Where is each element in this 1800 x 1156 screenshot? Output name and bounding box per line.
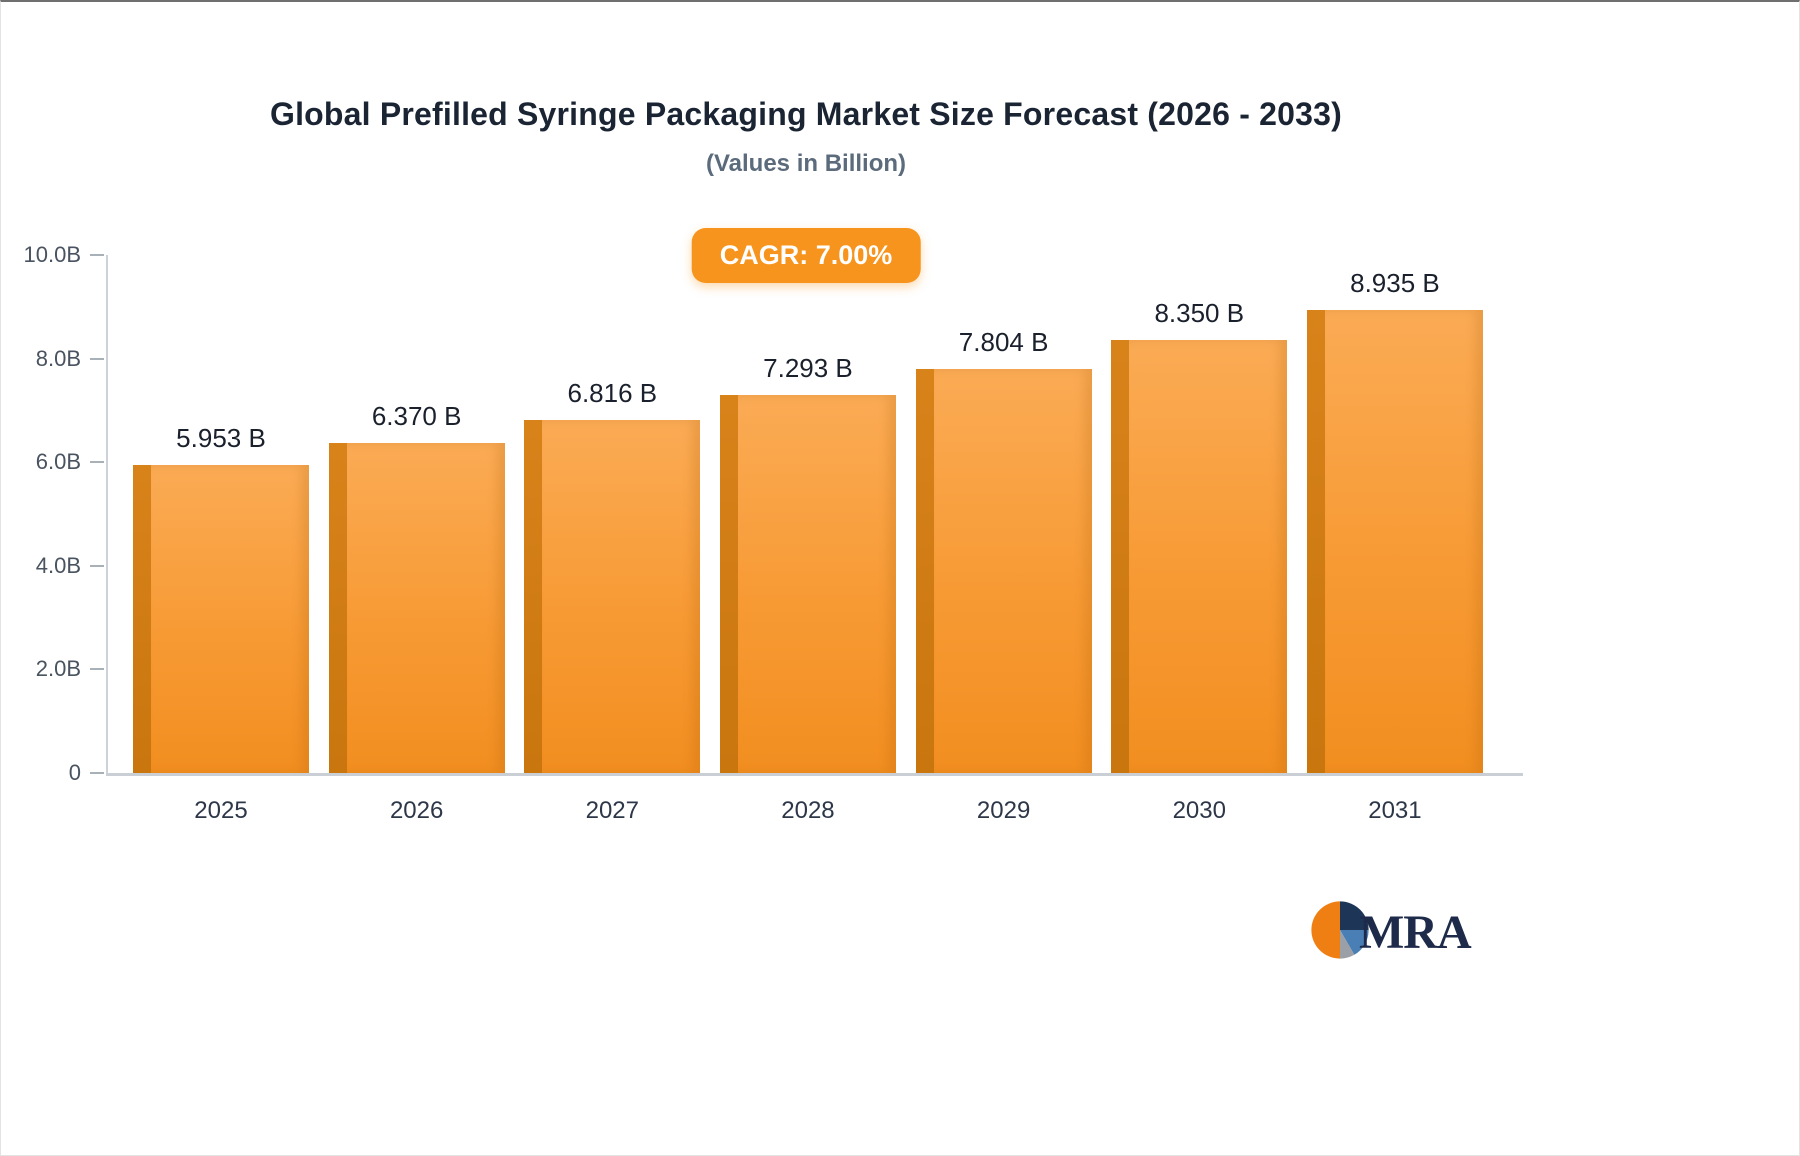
- chart-subtitle: (Values in Billion): [705, 150, 907, 177]
- bar-2025: [133, 464, 309, 773]
- y-tick-label: 6.0B: [35, 449, 81, 475]
- bar-face: [737, 395, 896, 773]
- bar-2030: [1111, 340, 1288, 773]
- bar-3d-side: [719, 395, 738, 773]
- bar-2029: [915, 368, 1092, 773]
- bar-2026: [328, 443, 505, 773]
- y-tick: 2.0B: [23, 656, 104, 682]
- x-axis-label: 2028: [781, 797, 835, 824]
- mra-logo-text: MRA: [1359, 906, 1472, 959]
- bar-group-2029: 7.804 B 2029: [915, 255, 1092, 824]
- cagr-badge: CAGR: 7.00%: [691, 228, 921, 283]
- bar-value-label: 6.370 B: [371, 401, 462, 432]
- x-axis-label: 2025: [194, 797, 248, 824]
- bar-2028: [719, 395, 896, 773]
- bar-2027: [524, 419, 701, 773]
- bar-group-2028: 7.293 B 2028: [719, 255, 896, 824]
- bar-face: [346, 443, 505, 773]
- bar-value-label: 6.816 B: [567, 377, 658, 408]
- bar-group-2027: 6.816 B 2027: [524, 255, 701, 824]
- bar-group-2026: 6.370 B 2026: [328, 255, 505, 824]
- x-axis-label: 2026: [389, 797, 444, 824]
- bar-face: [1324, 310, 1483, 773]
- bar-face: [542, 419, 701, 773]
- bar-2031: [1306, 310, 1483, 773]
- bar-3d-side: [915, 368, 934, 773]
- mra-logo-pie-icon: [1309, 899, 1371, 966]
- y-tick-label: 8.0B: [35, 345, 81, 371]
- x-axis-label: 2031: [1368, 797, 1422, 824]
- plot-area: 5.953 B 2025 6.370 B 2026 6.816 B 2027 7.293 B…: [106, 255, 1523, 824]
- bar-value-label: 5.953 B: [176, 422, 266, 453]
- y-tick: 6.0B: [23, 449, 104, 475]
- bar-face: [151, 464, 309, 773]
- bar-3d-side: [133, 464, 151, 773]
- bar-group-2025: 5.953 B 2025: [133, 255, 309, 824]
- bar-value-label: 8.350 B: [1154, 298, 1245, 329]
- y-axis-ticks: 0 2.0B 4.0B 6.0B 8.0B 10.0B: [1, 242, 104, 785]
- y-tick-mark: [90, 564, 104, 567]
- y-tick: 10.0B: [23, 242, 104, 268]
- bar-group-2030: 8.350 B 2030: [1111, 255, 1288, 824]
- bar-3d-side: [328, 443, 347, 773]
- x-axis-label: 2030: [1172, 797, 1226, 824]
- mra-logo: MRA: [1309, 899, 1472, 966]
- y-tick-label: 2.0B: [35, 656, 81, 682]
- bar-3d-side: [1111, 340, 1130, 773]
- y-tick-mark: [90, 668, 104, 671]
- x-axis-label: 2029: [976, 797, 1031, 824]
- bar-value-label: 8.935 B: [1350, 268, 1440, 299]
- y-tick-label: 0: [68, 760, 81, 785]
- y-tick-mark: [90, 461, 104, 464]
- bar-3d-side: [524, 419, 543, 773]
- y-tick: 0: [23, 760, 104, 786]
- bars: 5.953 B 2025 6.370 B 2026 6.816 B 2027 7.293 B…: [108, 255, 1523, 824]
- bar-3d-side: [1306, 310, 1325, 773]
- x-axis-label: 2027: [585, 797, 639, 824]
- y-tick-label: 4.0B: [35, 552, 81, 578]
- chart-title: Global Prefilled Syringe Packaging Marke…: [269, 96, 1342, 132]
- y-tick: 8.0B: [23, 346, 104, 372]
- bar-group-2031: 8.935 B 2031: [1306, 255, 1483, 824]
- y-tick-label: 10.0B: [23, 242, 82, 267]
- y-tick-mark: [90, 254, 104, 256]
- bar-face: [933, 368, 1092, 773]
- y-tick-mark: [90, 357, 104, 360]
- bar-face: [1129, 340, 1288, 773]
- y-tick: 4.0B: [23, 553, 104, 579]
- bar-value-label: 7.293 B: [763, 353, 853, 384]
- bar-value-label: 7.804 B: [958, 326, 1049, 357]
- y-tick-mark: [90, 772, 104, 774]
